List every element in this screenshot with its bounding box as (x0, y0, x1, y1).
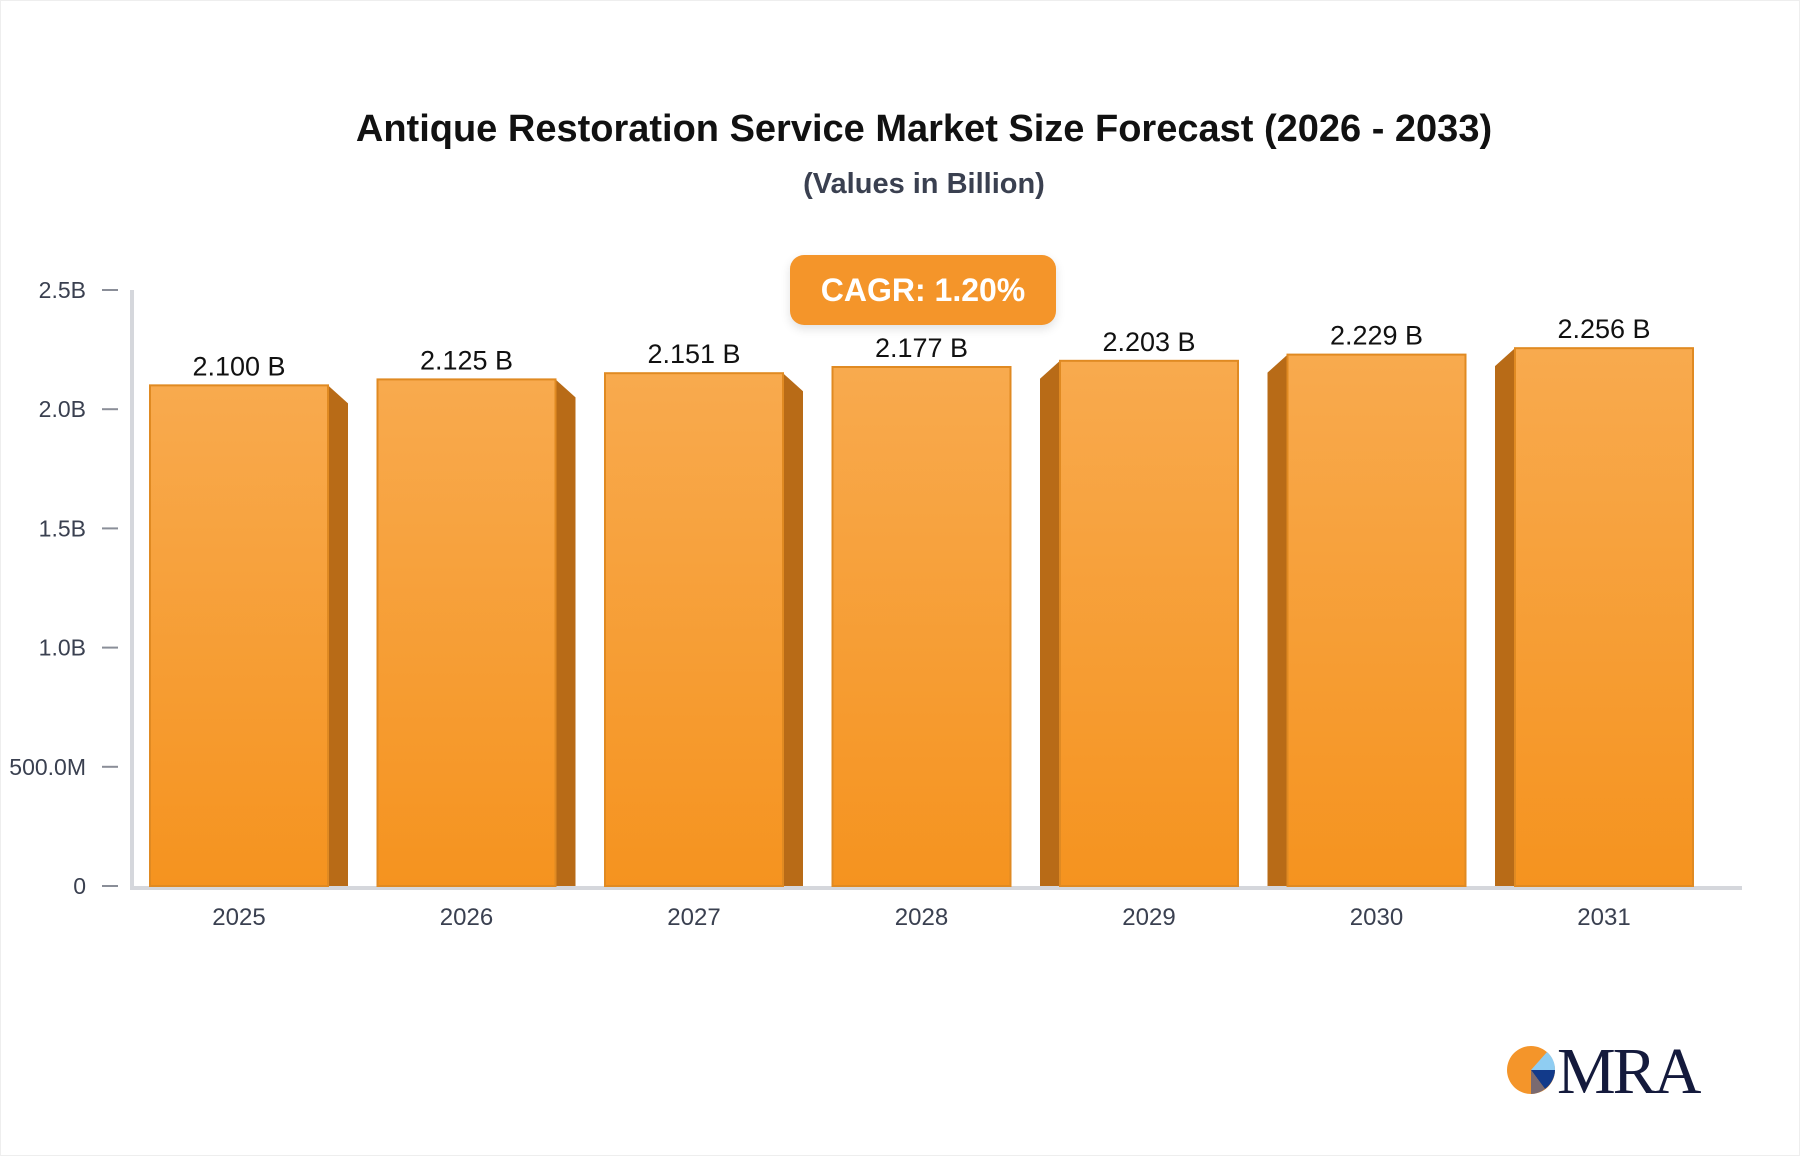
bar-side (328, 385, 348, 886)
y-tick-label: 2.0B (39, 396, 86, 422)
data-label: 2.151 B (647, 339, 740, 369)
bar-side (1040, 360, 1060, 886)
x-tick-label: 2030 (1350, 904, 1403, 931)
x-tick-label: 2026 (440, 904, 493, 931)
bar-side (555, 379, 576, 886)
bar (1514, 347, 1694, 887)
bar (604, 372, 784, 887)
x-tick-label: 2031 (1577, 904, 1630, 931)
y-tick-label: 1.0B (39, 635, 86, 661)
pie-logo-icon (1507, 1046, 1556, 1094)
chart-title: Antique Restoration Service Market Size … (355, 108, 1493, 150)
bar (1059, 359, 1239, 887)
bar-side (1495, 348, 1515, 887)
y-tick-label: 2.5B (39, 277, 86, 303)
data-label: 2.256 B (1557, 314, 1650, 344)
bar (376, 378, 557, 887)
x-tick-label: 2028 (895, 904, 948, 931)
chart-subtitle: (Values in Billion) (803, 168, 1045, 200)
y-tick-label: 500.0M (9, 754, 86, 780)
x-tick-label: 2027 (667, 904, 720, 931)
bar-side (1267, 354, 1288, 886)
data-label: 2.125 B (420, 345, 513, 375)
bar (149, 384, 329, 887)
bar (831, 366, 1012, 888)
data-label: 2.229 B (1330, 321, 1423, 351)
mra-logo: MRA (1505, 1035, 1701, 1108)
data-label: 2.100 B (192, 351, 285, 381)
data-label: 2.203 B (1102, 327, 1195, 357)
logo-text: MRA (1557, 1035, 1701, 1108)
x-tick-label: 2029 (1122, 904, 1175, 931)
x-tick-label: 2025 (212, 904, 265, 931)
bar-side (783, 373, 803, 886)
data-label: 2.177 B (875, 333, 968, 363)
y-tick-label: 1.5B (39, 515, 86, 541)
y-tick-label: 0 (73, 873, 86, 899)
cagr-badge: CAGR: 1.20% (790, 255, 1056, 325)
bar (1286, 353, 1467, 888)
